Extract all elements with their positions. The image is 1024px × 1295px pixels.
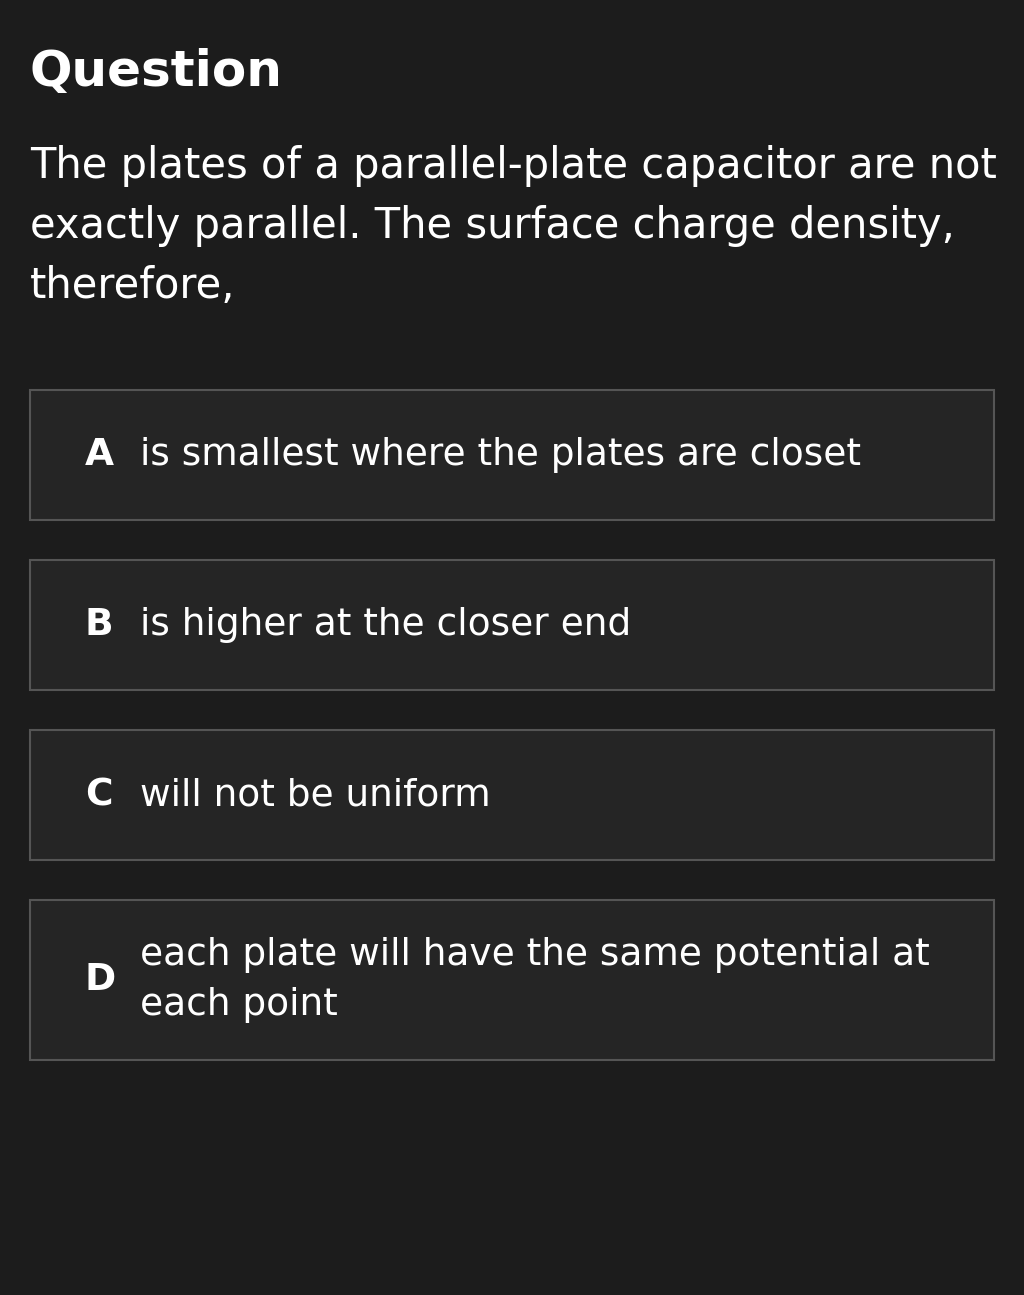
Text: B: B — [85, 607, 114, 644]
FancyBboxPatch shape — [30, 390, 994, 521]
FancyBboxPatch shape — [30, 559, 994, 690]
Text: each plate will have the same potential at
each point: each plate will have the same potential … — [140, 938, 930, 1023]
Text: is smallest where the plates are closet: is smallest where the plates are closet — [140, 436, 861, 473]
Text: C: C — [85, 777, 113, 813]
Text: Question: Question — [30, 48, 283, 96]
Text: is higher at the closer end: is higher at the closer end — [140, 607, 631, 644]
FancyBboxPatch shape — [30, 900, 994, 1061]
Text: will not be uniform: will not be uniform — [140, 777, 490, 813]
Text: The plates of a parallel-plate capacitor are not
exactly parallel. The surface c: The plates of a parallel-plate capacitor… — [30, 145, 997, 307]
Text: A: A — [85, 436, 114, 473]
Text: D: D — [85, 962, 117, 998]
FancyBboxPatch shape — [30, 730, 994, 860]
